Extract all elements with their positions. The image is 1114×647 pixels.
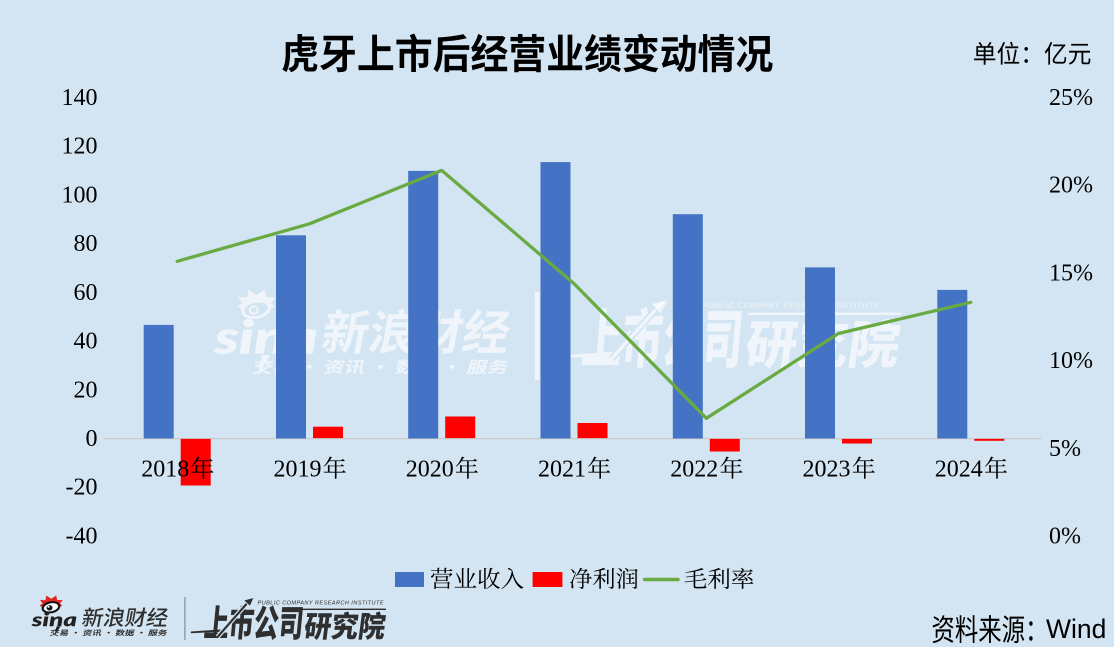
- svg-text:2022: 2022: [670, 457, 718, 483]
- svg-text:25%: 25%: [1049, 85, 1093, 111]
- svg-text:2024: 2024: [935, 457, 983, 483]
- svg-text:PUBLIC COMPANY RESEARCH INSTIT: PUBLIC COMPANY RESEARCH INSTITUTE: [258, 601, 384, 607]
- svg-text:2023: 2023: [803, 457, 851, 483]
- svg-text:120: 120: [62, 134, 98, 160]
- svg-text:-20: -20: [66, 475, 98, 501]
- svg-text:100: 100: [62, 182, 98, 208]
- svg-text:140: 140: [62, 85, 98, 111]
- svg-text:2021: 2021: [538, 457, 586, 483]
- svg-text:15%: 15%: [1049, 260, 1093, 286]
- svg-text:0%: 0%: [1049, 524, 1081, 550]
- svg-text:40: 40: [74, 329, 98, 355]
- svg-text:2018: 2018: [141, 457, 189, 483]
- svg-text:-40: -40: [66, 524, 98, 550]
- svg-text:80: 80: [74, 231, 98, 257]
- svg-text:10%: 10%: [1049, 348, 1093, 374]
- svg-text:0: 0: [86, 426, 98, 452]
- svg-text:2019: 2019: [274, 457, 322, 483]
- svg-text:5%: 5%: [1049, 436, 1081, 462]
- svg-text:2020: 2020: [406, 457, 454, 483]
- svg-text:20%: 20%: [1049, 173, 1093, 199]
- svg-text:Wind: Wind: [1046, 614, 1106, 644]
- svg-text:20: 20: [74, 377, 98, 403]
- svg-text:PUBLIC COMPANY RESEARCH INSTIT: PUBLIC COMPANY RESEARCH INSTITUTE: [703, 301, 880, 310]
- svg-text:60: 60: [74, 280, 98, 306]
